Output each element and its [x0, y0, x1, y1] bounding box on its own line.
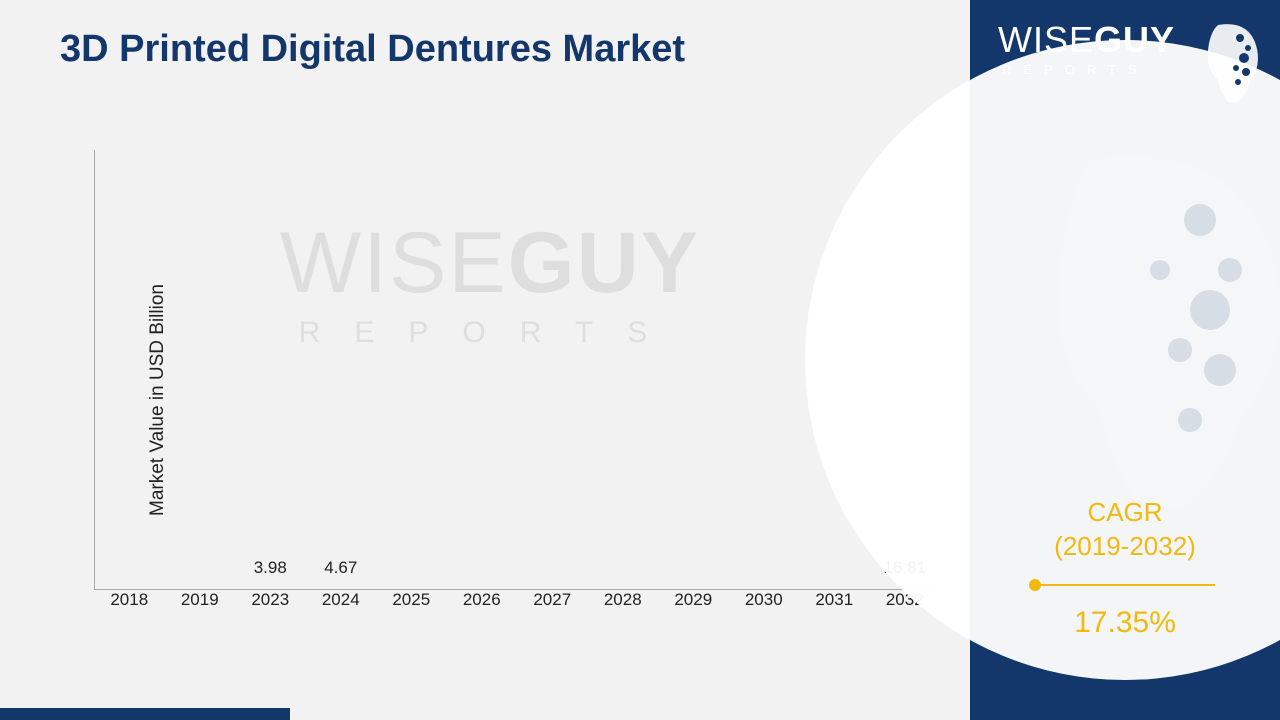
x-tick-label: 2026 — [447, 590, 518, 610]
brand-head-icon — [1198, 20, 1268, 105]
x-tick-label: 2024 — [306, 590, 377, 610]
x-tick-label: 2025 — [376, 590, 447, 610]
cagr-value: 17.35% — [1010, 606, 1240, 640]
x-tick-label: 2028 — [588, 590, 659, 610]
x-tick-label: 2030 — [729, 590, 800, 610]
cagr-divider — [1035, 584, 1215, 586]
x-tick-label: 2023 — [235, 590, 306, 610]
bar-value-label: 4.67 — [324, 558, 357, 578]
sidebar-watermark-icon — [1030, 140, 1280, 520]
footer-accent-bar — [0, 708, 290, 720]
bar-value-label: 3.98 — [254, 558, 287, 578]
x-tick-label: 2018 — [94, 590, 165, 610]
x-axis: 2018201920232024202520262027202820292030… — [94, 590, 940, 610]
cagr-label: CAGR(2019-2032) — [1010, 496, 1240, 564]
x-tick-label: 2029 — [658, 590, 729, 610]
cagr-block: CAGR(2019-2032) 17.35% — [1010, 496, 1240, 640]
x-tick-label: 2027 — [517, 590, 588, 610]
chart-title: 3D Printed Digital Dentures Market — [60, 28, 685, 71]
sidebar-panel: WISEGUY REPORTS CAGR(2019-2032) 17.35% — [970, 0, 1280, 720]
x-tick-label: 2031 — [799, 590, 870, 610]
x-tick-label: 2019 — [165, 590, 236, 610]
